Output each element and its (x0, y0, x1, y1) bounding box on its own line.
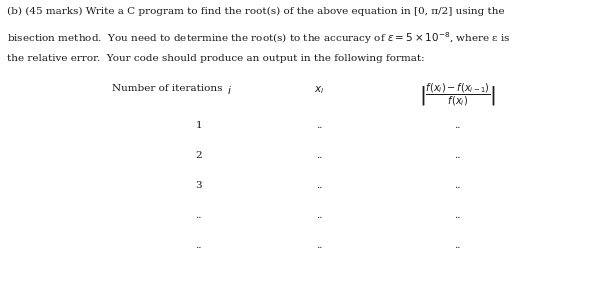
Text: $\left|\dfrac{f(x_i)-f(x_{i-1})}{f(x_i)}\right|$: $\left|\dfrac{f(x_i)-f(x_{i-1})}{f(x_i)}… (419, 82, 496, 108)
Text: ..: .. (316, 181, 322, 190)
Text: ..: .. (316, 241, 322, 250)
Text: ..: .. (316, 121, 322, 130)
Text: the relative error.  Your code should produce an output in the following format:: the relative error. Your code should pro… (7, 54, 425, 63)
Text: ..: .. (196, 211, 202, 220)
Text: ..: .. (455, 181, 461, 190)
Text: ..: .. (196, 241, 202, 250)
Text: ..: .. (455, 241, 461, 250)
Text: (b) (45 marks) Write a C program to find the root(s) of the above equation in [0: (b) (45 marks) Write a C program to find… (7, 7, 505, 16)
Text: ..: .. (455, 211, 461, 220)
Text: bisection method.  You need to determine the root(s) to the accuracy of $\vareps: bisection method. You need to determine … (7, 30, 511, 46)
Text: 1: 1 (195, 121, 202, 130)
Text: ..: .. (455, 151, 461, 160)
Text: ..: .. (455, 121, 461, 130)
Text: 2: 2 (195, 151, 202, 160)
Text: $i$: $i$ (227, 84, 232, 96)
Text: 3: 3 (195, 181, 202, 190)
Text: $x_i$: $x_i$ (314, 84, 324, 96)
Text: Number of iterations: Number of iterations (112, 84, 226, 93)
Text: ..: .. (316, 151, 322, 160)
Text: ..: .. (316, 211, 322, 220)
